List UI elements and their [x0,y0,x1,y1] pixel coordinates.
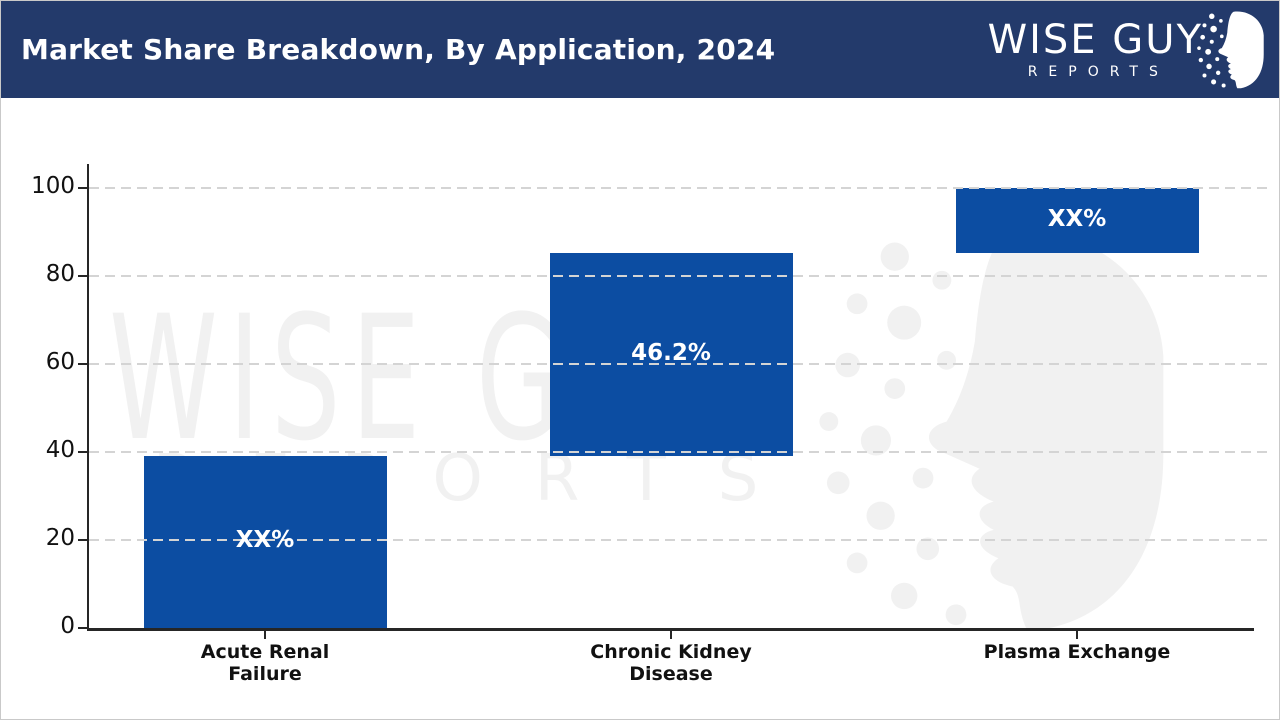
y-tick-mark [78,627,87,629]
y-tick-mark [78,187,87,189]
x-tick-label: Plasma Exchange [983,641,1171,663]
y-tick-label: 20 [45,525,75,551]
waterfall-bar [143,456,387,628]
x-tick-mark [1076,631,1078,639]
logo-subtitle-text: REPORTS [1027,63,1169,80]
x-axis-line [87,628,1254,631]
y-tick-label: 40 [45,437,75,463]
bar-value-label: 46.2% [631,339,711,366]
page-title: Market Share Breakdown, By Application, … [21,33,776,66]
watermark-face-icon [819,232,1164,629]
wise-guy-logo: WISE GUY REPORTS [988,9,1267,91]
bar-value-label: XX% [235,527,295,554]
header-bar: Market Share Breakdown, By Application, … [1,1,1279,98]
y-axis-line [87,164,89,631]
y-tick-label: 60 [45,349,75,375]
y-tick-label: 100 [31,173,75,199]
y-gridline [89,539,1267,541]
y-tick-label: 80 [45,261,75,287]
bar-value-label: XX% [1047,205,1107,232]
y-tick-mark [78,363,87,365]
x-tick-mark [670,631,672,639]
waterfall-bar [549,253,793,457]
y-tick-label: 0 [60,613,75,639]
logo-name-text: WISE GUY [987,16,1203,63]
y-gridline [89,363,1267,365]
x-tick-label: Acute Renal Failure [200,641,330,685]
y-tick-mark [78,451,87,453]
waterfall-bar [955,188,1199,254]
y-gridline [89,275,1267,277]
y-tick-mark [78,275,87,277]
x-tick-label: Chronic Kidney Disease [590,641,752,685]
y-gridline [89,451,1267,453]
logo-wordmark: WISE GUY REPORTS [988,20,1203,80]
y-gridline [89,187,1267,189]
x-tick-mark [264,631,266,639]
dotted-face-icon [1197,11,1264,88]
y-tick-mark [78,539,87,541]
